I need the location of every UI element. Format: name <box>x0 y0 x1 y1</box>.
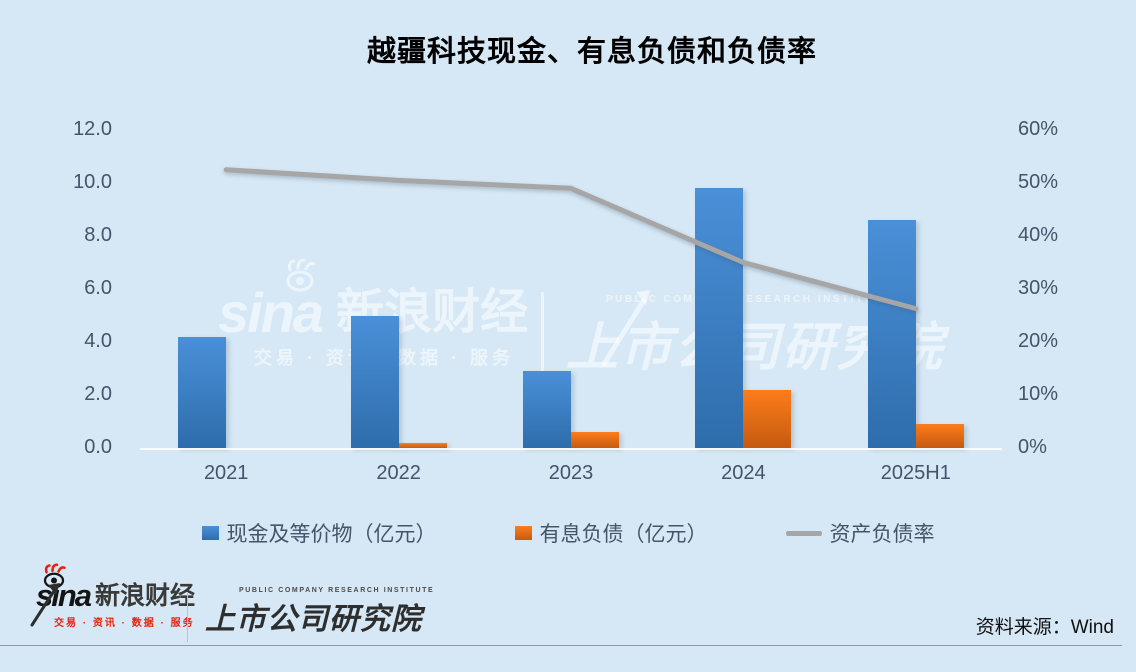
bar-cash <box>695 188 744 448</box>
cash-swatch-icon <box>201 526 219 540</box>
bar-cash <box>178 336 227 448</box>
legend-label-cash: 现金及等价物（亿元） <box>226 523 437 546</box>
footer-sina-latin: sina <box>36 563 92 611</box>
bar-debt <box>398 442 447 448</box>
footer-sina-cn: 新浪财经 <box>95 582 196 611</box>
bar-cash <box>350 315 399 448</box>
data-source-label: 资料来源：Wind <box>975 617 1114 638</box>
footer-sina-tagline: 交易 · 资讯 · 数据 · 服务 <box>54 618 195 630</box>
bar-debt <box>915 424 964 448</box>
bar-cash <box>867 220 916 448</box>
footer-institute-en: PUBLIC COMPANY RESEARCH INSTITUTE <box>239 587 435 594</box>
bar-debt <box>571 432 619 448</box>
legend-item-ratio: 资产负债率 <box>785 518 935 548</box>
debt-swatch-icon <box>514 526 532 540</box>
legend: 现金及等价物（亿元） 有息负债（亿元） 资产负债率 <box>0 518 1136 548</box>
footer-rule <box>0 645 1122 646</box>
legend-item-debt: 有息负债（亿元） <box>514 518 708 548</box>
footer-institute-logo: PUBLIC COMPANY RESEARCH INSTITUTE 上市公司研究… <box>205 587 434 638</box>
ratio-line-swatch-icon <box>785 530 822 536</box>
legend-label-ratio: 资产负债率 <box>829 523 935 546</box>
footer-divider <box>187 592 188 642</box>
chart-title: 越疆科技现金、有息负债和负债率 <box>366 36 817 68</box>
footer-institute-arrow-icon <box>30 583 60 627</box>
footer-sina-logo: sina 新浪财经 交易 · 资讯 · 数据 · 服务 <box>36 563 196 630</box>
bar-debt <box>743 389 792 448</box>
bar-cash <box>523 371 571 448</box>
legend-label-debt: 有息负债（亿元） <box>539 523 708 546</box>
legend-item-cash: 现金及等价物（亿元） <box>201 518 437 548</box>
footer-institute-cn: 上市公司研究院 <box>205 603 422 636</box>
